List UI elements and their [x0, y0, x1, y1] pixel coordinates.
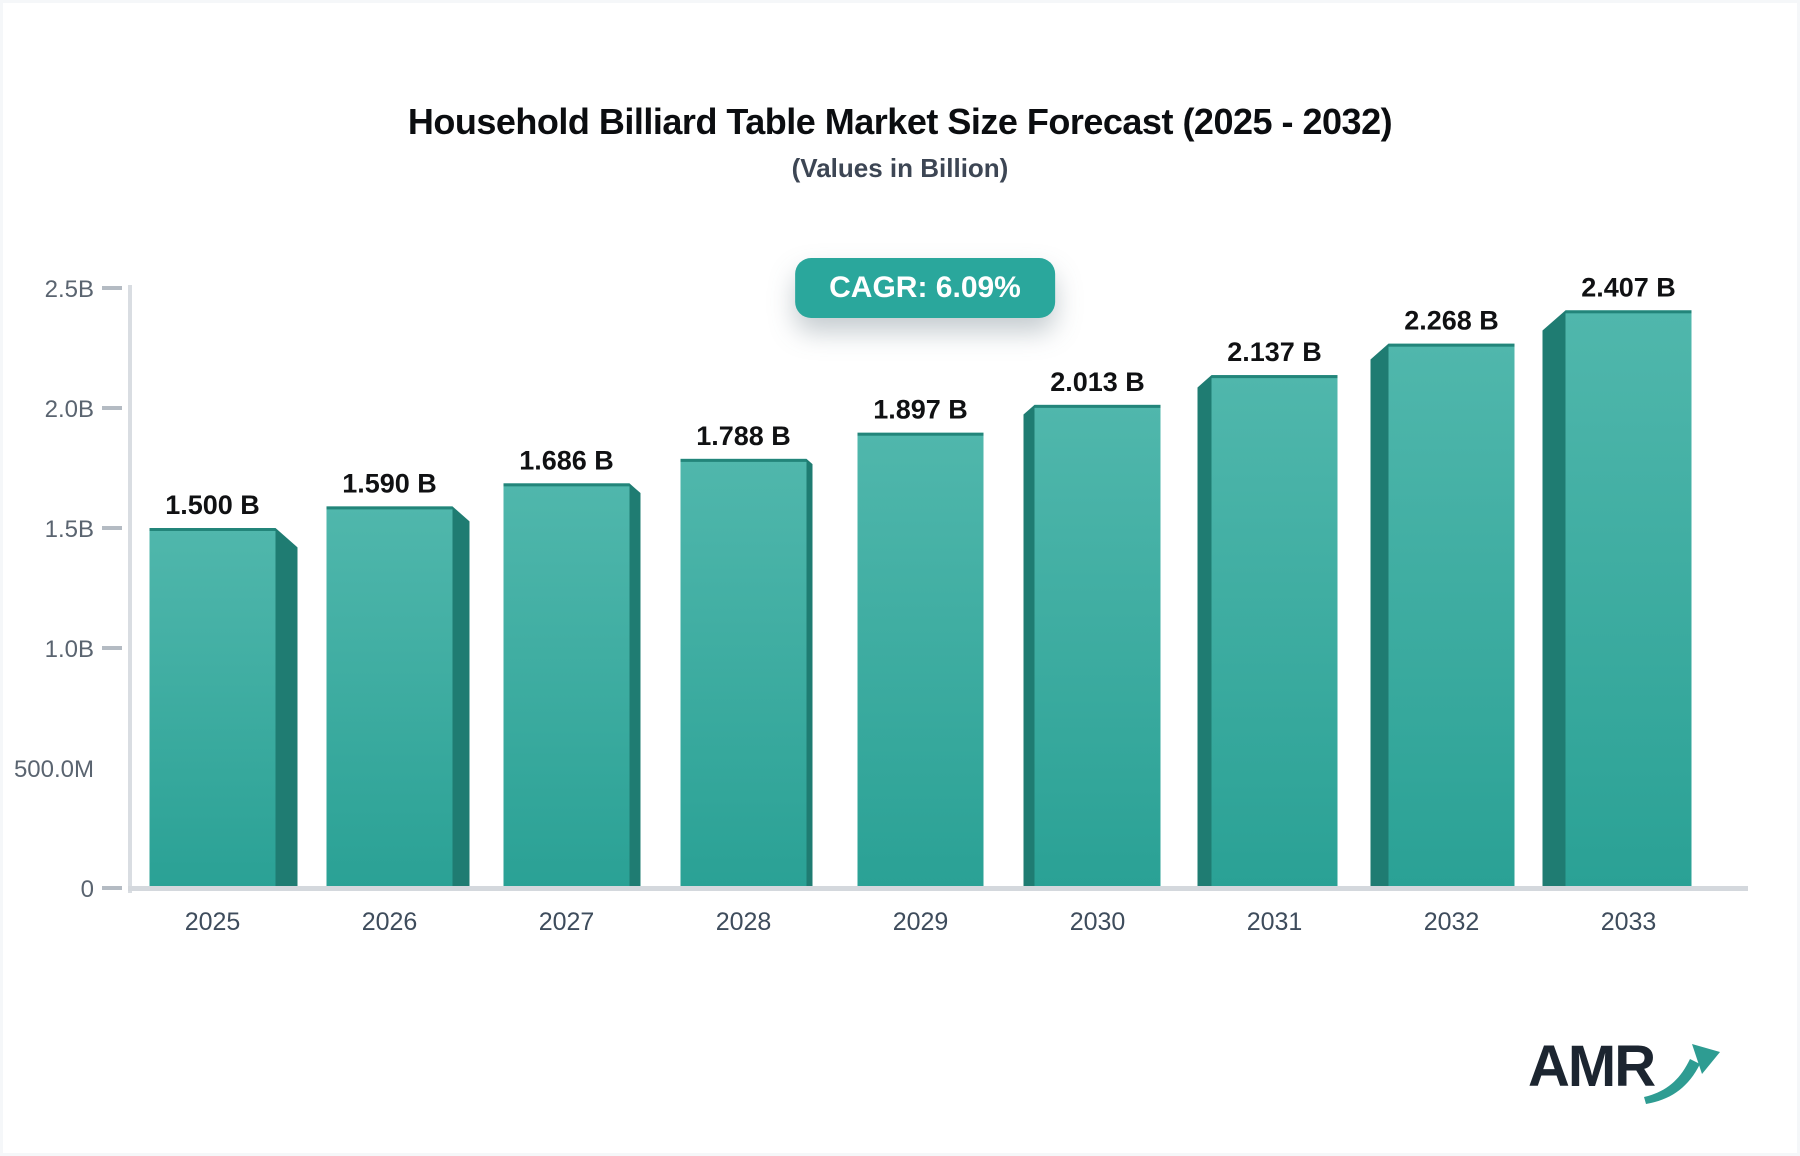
- bar-group-2029: 1.897 B 2029: [857, 395, 984, 936]
- y-tick-label: 1.5B: [45, 516, 94, 543]
- bar-group-2027: 1.686 B 2027: [503, 445, 641, 936]
- bar-side-face: [806, 458, 813, 888]
- y-tick-label: 0: [81, 876, 94, 903]
- bar-main-face: [1388, 343, 1515, 888]
- bar-value-label: 2.407 B: [1581, 272, 1676, 302]
- y-tick-label: 2.5B: [45, 276, 94, 303]
- x-tick-label: 2031: [1247, 908, 1303, 936]
- chart-subtitle: (Values in Billion): [791, 153, 1009, 184]
- logo: AMR: [1528, 1038, 1722, 1108]
- logo-text: AMR: [1528, 1034, 1656, 1099]
- bar-value-label: 1.788 B: [696, 421, 791, 451]
- bar-value-label: 1.500 B: [165, 490, 260, 520]
- bar-side-face: [1370, 343, 1389, 888]
- bar-top-edge: [857, 432, 984, 436]
- bar-top-edge: [149, 528, 276, 531]
- bar-group-2025: 1.500 B 2025: [149, 490, 298, 936]
- y-tick: [102, 526, 122, 530]
- x-axis-line: [128, 886, 1748, 891]
- x-tick-label: 2032: [1424, 908, 1480, 936]
- bar-main-face: [1565, 310, 1692, 888]
- bar-side-face: [1197, 375, 1212, 888]
- y-axis-line: [128, 285, 132, 893]
- bar-top-edge: [326, 506, 453, 510]
- bar-top-edge: [1388, 343, 1515, 347]
- chart-title: Household Billiard Table Market Size For…: [407, 101, 1393, 142]
- y-tick: [102, 886, 122, 890]
- bar-value-label: 2.137 B: [1227, 337, 1322, 367]
- bar-side-face: [275, 528, 298, 888]
- bar-group-2030: 2.013 B 2030: [1023, 367, 1161, 936]
- bar-value-label: 1.590 B: [342, 468, 437, 498]
- x-tick-label: 2025: [185, 908, 241, 936]
- x-tick-label: 2027: [539, 908, 595, 936]
- bar-group-2033: 2.407 B 2033: [1542, 272, 1692, 936]
- logo-arrow-icon: [1644, 1044, 1721, 1104]
- bar-main-face: [326, 506, 453, 888]
- bar-value-label: 1.686 B: [519, 445, 614, 475]
- cagr-badge: CAGR: 6.09%: [795, 258, 1055, 318]
- bar-group-2026: 1.590 B 2026: [326, 468, 470, 936]
- bar-value-label: 2.268 B: [1404, 306, 1499, 336]
- bar-top-edge: [1211, 375, 1338, 379]
- bar-main-face: [1211, 375, 1338, 888]
- bar-top-edge: [680, 458, 807, 462]
- bar-side-face: [1542, 310, 1566, 888]
- bar-top-edge: [1034, 404, 1161, 408]
- x-tick-label: 2029: [893, 908, 949, 936]
- bar-value-label: 2.013 B: [1050, 367, 1145, 397]
- bar-value-label: 1.897 B: [873, 395, 968, 425]
- bar-main-face: [857, 432, 984, 888]
- x-tick-label: 2026: [362, 908, 418, 936]
- bar-top-edge: [503, 483, 630, 487]
- x-tick-label: 2028: [716, 908, 772, 936]
- x-tick-label: 2030: [1070, 908, 1126, 936]
- bar-group-2031: 2.137 B 2031: [1197, 337, 1338, 936]
- x-tick-label: 2033: [1601, 908, 1657, 936]
- bar-main-face: [503, 483, 630, 888]
- y-tick-label: 500.0M: [14, 756, 94, 783]
- bar-side-face: [452, 506, 470, 888]
- y-tick: [102, 286, 122, 290]
- bar-group-2032: 2.268 B 2032: [1370, 306, 1515, 936]
- bar-side-face: [629, 483, 641, 888]
- bar-main-face: [1034, 404, 1161, 888]
- y-tick: [102, 646, 122, 650]
- cagr-badge-label: CAGR: 6.09%: [829, 271, 1021, 304]
- y-tick-label: 2.0B: [45, 396, 94, 423]
- y-tick-label: 1.0B: [45, 636, 94, 663]
- bar-side-face: [1023, 404, 1035, 888]
- chart-header: Household Billiard Table Market Size For…: [0, 100, 1800, 184]
- y-tick: [102, 406, 122, 410]
- bar-main-face: [680, 458, 807, 888]
- bar-group-2028: 1.788 B 2028: [680, 421, 813, 936]
- bar-top-edge: [1565, 310, 1692, 314]
- bar-main-face: [149, 528, 276, 888]
